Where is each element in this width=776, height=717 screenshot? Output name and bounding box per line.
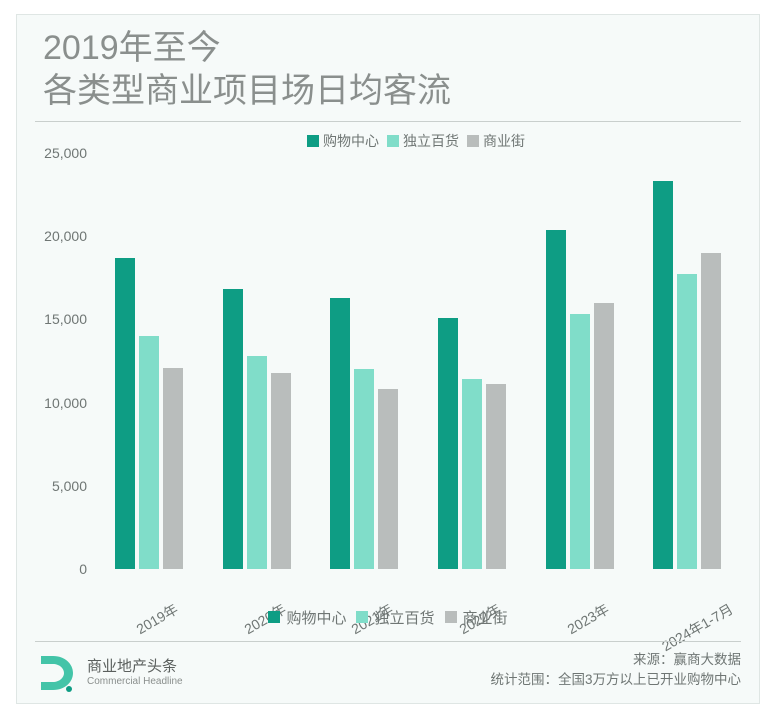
legend-item: 独立百货	[356, 607, 434, 628]
divider-top	[35, 121, 741, 122]
legend-label: 独立百货	[374, 607, 434, 628]
bar	[570, 314, 590, 569]
y-tick-label: 10,000	[44, 395, 87, 411]
y-axis: 05,00010,00015,00020,00025,000	[35, 137, 95, 569]
source-text: 来源：赢商大数据 统计范围：全国3万方以上已开业购物中心	[490, 650, 741, 691]
legend-label: 购物中心	[286, 607, 346, 628]
bar	[271, 373, 291, 569]
bar-group	[526, 153, 634, 569]
legend-swatch	[268, 611, 280, 623]
bar-group	[418, 153, 526, 569]
bar-group	[203, 153, 311, 569]
bar	[677, 274, 697, 569]
y-tick-label: 5,000	[52, 478, 87, 494]
legend-swatch	[356, 611, 368, 623]
bar	[462, 379, 482, 569]
legend-swatch	[307, 135, 319, 147]
bar-group	[310, 153, 418, 569]
bar	[115, 258, 135, 569]
title-line1: 2019年至今	[43, 29, 221, 67]
footer: 商业地产头条 Commercial Headline 来源：赢商大数据 统计范围…	[35, 641, 741, 699]
bars	[418, 153, 526, 569]
bars	[633, 153, 741, 569]
bar	[486, 384, 506, 569]
legend-swatch	[467, 135, 479, 147]
chart-title: 2019年至今 各类型商业项目场日均客流	[43, 27, 451, 112]
bar	[378, 389, 398, 569]
bar	[139, 336, 159, 569]
legend-swatch	[387, 135, 399, 147]
bar	[701, 253, 721, 569]
bar	[330, 298, 350, 569]
legend-label: 商业街	[463, 607, 508, 628]
bar-chart: 05,00010,00015,00020,00025,000 购物中心独立百货商…	[35, 137, 741, 569]
y-tick-label: 0	[79, 561, 87, 577]
legend-label: 商业街	[483, 131, 525, 151]
y-tick-label: 15,000	[44, 311, 87, 327]
legend-item: 购物中心	[268, 607, 346, 628]
bars	[95, 153, 203, 569]
plot-area: 购物中心独立百货商业街	[95, 137, 741, 569]
bars	[310, 153, 418, 569]
y-tick-label: 25,000	[44, 145, 87, 161]
bar	[594, 303, 614, 569]
bar	[247, 356, 267, 569]
bar-groups	[95, 153, 741, 569]
bar-group	[633, 153, 741, 569]
top-legend: 购物中心 独立百货 商业街	[95, 131, 741, 151]
brand-logo-icon	[35, 652, 77, 694]
legend-label: 购物中心	[323, 131, 379, 151]
bar	[223, 289, 243, 569]
brand-text: 商业地产头条 Commercial Headline	[87, 659, 183, 687]
legend-swatch	[445, 611, 457, 623]
legend-item: 商业街	[445, 607, 508, 628]
bars	[526, 153, 634, 569]
brand-cn: 商业地产头条	[87, 659, 183, 676]
bottom-legend: 购物中心 独立百货 商业街	[17, 605, 759, 629]
title-line2: 各类型商业项目场日均客流	[43, 72, 451, 110]
bar	[163, 368, 183, 569]
bar	[546, 230, 566, 569]
bar	[438, 318, 458, 569]
source-line2: 统计范围：全国3万方以上已开业购物中心	[490, 670, 741, 690]
brand-en: Commercial Headline	[87, 676, 183, 687]
bars	[203, 153, 311, 569]
brand-block: 商业地产头条 Commercial Headline	[35, 652, 183, 694]
chart-card: 2019年至今 各类型商业项目场日均客流 0 5,000 10,000 15,000 2…	[16, 14, 760, 704]
source-line1: 来源：赢商大数据	[490, 650, 741, 670]
y-tick-label: 20,000	[44, 228, 87, 244]
legend-label: 独立百货	[403, 131, 459, 151]
bar	[653, 181, 673, 569]
bar	[354, 369, 374, 569]
bar-group	[95, 153, 203, 569]
